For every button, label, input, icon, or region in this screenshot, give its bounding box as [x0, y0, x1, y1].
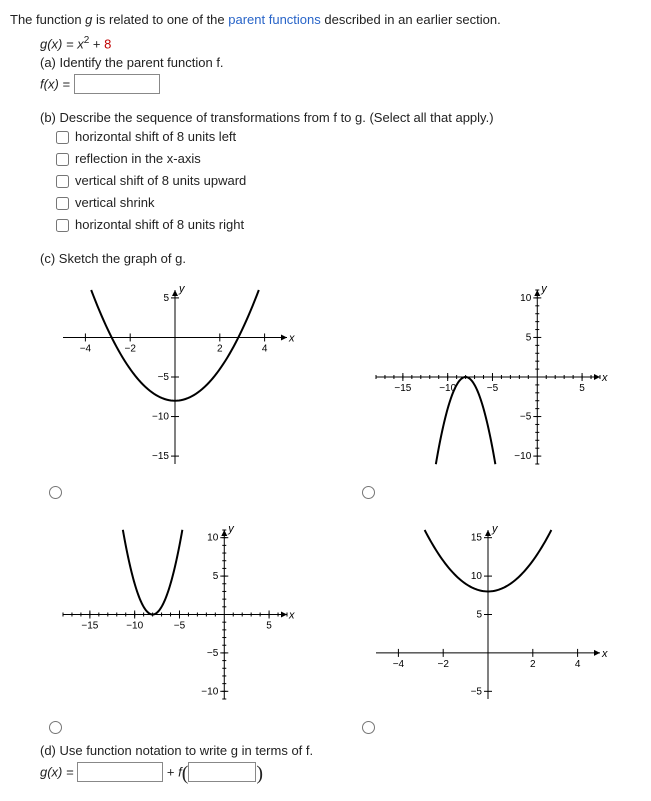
svg-text:−15: −15: [394, 383, 411, 394]
svg-text:−10: −10: [126, 621, 143, 632]
part-d-prompt: (d) Use function notation to write g in …: [40, 743, 641, 758]
svg-text:5: 5: [163, 293, 169, 304]
svg-text:−15: −15: [152, 451, 169, 462]
svg-text:−15: −15: [81, 621, 98, 632]
opt-1-label: reflection in the x-axis: [75, 151, 201, 166]
svg-text:−5: −5: [174, 621, 186, 632]
svg-text:−10: −10: [152, 412, 169, 423]
svg-text:5: 5: [526, 333, 532, 344]
graph-3: x y −4 −2 2 4 15 10 5 −5: [358, 512, 618, 717]
svg-text:−5: −5: [158, 372, 170, 383]
svg-text:x: x: [601, 372, 608, 384]
fx-label: f(x) =: [40, 77, 70, 92]
svg-text:2: 2: [217, 344, 223, 355]
svg-text:−4: −4: [80, 344, 92, 355]
gx-arg-input[interactable]: [188, 762, 256, 782]
svg-text:10: 10: [207, 533, 219, 544]
lparen: (: [182, 763, 189, 785]
intro-line: The function g is related to one of the …: [10, 12, 641, 27]
svg-text:x: x: [601, 648, 608, 660]
intro-prefix: The function: [10, 12, 85, 27]
svg-text:−10: −10: [201, 687, 218, 698]
opt-2-label: vertical shift of 8 units upward: [75, 173, 246, 188]
gx-lhs: g(x) = x: [40, 36, 84, 51]
opt-4-check[interactable]: [56, 219, 69, 232]
svg-text:−2: −2: [437, 659, 449, 670]
gx-constant-input[interactable]: [77, 762, 163, 782]
graph-1: xy−15−10−55105−5−10: [358, 272, 618, 482]
graph-0-radio[interactable]: [49, 486, 62, 499]
opt-2-check[interactable]: [56, 175, 69, 188]
opt-1-check[interactable]: [56, 153, 69, 166]
intro-mid: is related to one of the: [92, 12, 228, 27]
svg-text:y: y: [540, 283, 548, 295]
svg-text:4: 4: [575, 659, 581, 670]
svg-text:y: y: [491, 523, 499, 535]
svg-text:−2: −2: [124, 344, 136, 355]
gx-const: 8: [104, 36, 111, 51]
svg-text:x: x: [288, 610, 295, 622]
svg-text:−5: −5: [487, 383, 499, 394]
part-b: (b) Describe the sequence of transformat…: [10, 110, 641, 235]
graph-0: x y −4 −2 2 4 5 −5 −10 −15: [45, 272, 305, 482]
svg-text:10: 10: [471, 571, 483, 582]
svg-text:−10: −10: [514, 451, 531, 462]
part-c: (c) Sketch the graph of g. x y −4 −2 2 4 5 −5 −1…: [10, 251, 641, 737]
intro-suffix: described in an earlier section.: [321, 12, 501, 27]
parent-functions-link[interactable]: parent functions: [228, 12, 321, 27]
svg-text:−5: −5: [471, 687, 483, 698]
fx-input[interactable]: [74, 74, 160, 94]
opt-4-label: horizontal shift of 8 units right: [75, 217, 244, 232]
graph-2-radio[interactable]: [49, 721, 62, 734]
svg-text:15: 15: [471, 533, 483, 544]
opt-0-check[interactable]: [56, 131, 69, 144]
svg-text:10: 10: [520, 293, 532, 304]
graph-1-radio[interactable]: [362, 486, 375, 499]
svg-text:−4: −4: [393, 659, 405, 670]
opt-3-check[interactable]: [56, 197, 69, 210]
svg-text:5: 5: [213, 571, 219, 582]
part-a-input-row: f(x) =: [40, 74, 641, 94]
gx-plus: +: [89, 36, 104, 51]
graph-2: x y −15 −10 −5 5 10 5 −5 −10: [45, 512, 305, 717]
part-b-prompt: (b) Describe the sequence of transformat…: [40, 110, 641, 125]
graph-3-radio[interactable]: [362, 721, 375, 734]
svg-text:4: 4: [262, 344, 268, 355]
part-b-options: horizontal shift of 8 units left reflect…: [52, 128, 641, 235]
svg-text:5: 5: [579, 383, 585, 394]
svg-text:y: y: [178, 283, 186, 295]
gx-plus-label: +: [167, 765, 178, 780]
opt-3-label: vertical shrink: [75, 195, 154, 210]
svg-text:x: x: [288, 333, 295, 345]
part-a-prompt: (a) Identify the parent function f.: [40, 55, 641, 70]
svg-text:−5: −5: [520, 412, 532, 423]
svg-text:5: 5: [476, 610, 482, 621]
opt-0-label: horizontal shift of 8 units left: [75, 129, 236, 144]
rparen: ): [256, 763, 263, 785]
gx-label: g(x) =: [40, 765, 74, 780]
gx-expr: g(x) = x2 + 8: [40, 35, 641, 51]
svg-text:5: 5: [266, 621, 272, 632]
svg-text:y: y: [227, 523, 235, 535]
part-d-row: g(x) = + f(): [40, 762, 641, 786]
svg-text:−5: −5: [207, 648, 219, 659]
svg-text:2: 2: [530, 659, 536, 670]
part-c-prompt: (c) Sketch the graph of g.: [40, 251, 641, 266]
